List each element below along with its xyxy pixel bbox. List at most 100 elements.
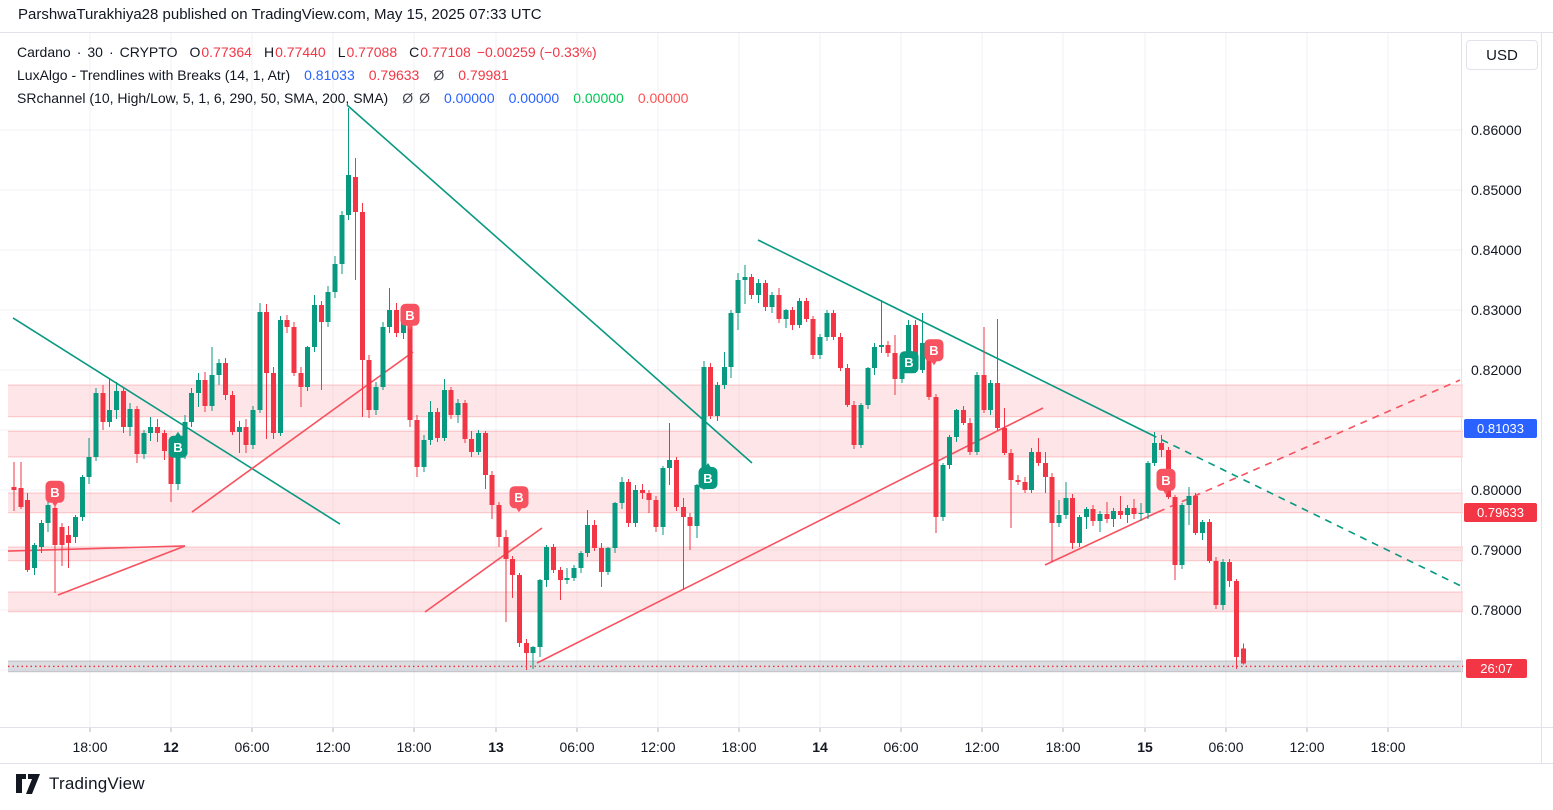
candle-body	[113, 391, 119, 411]
candle-body	[373, 386, 379, 411]
candle-body	[933, 397, 939, 517]
candle-body	[516, 575, 522, 643]
candle-body	[230, 395, 236, 432]
candle-body	[1076, 517, 1082, 543]
candle-body	[1029, 452, 1035, 490]
trendlines[interactable]	[7, 104, 1466, 664]
red-trendline[interactable]	[7, 545, 186, 552]
teal-trendline[interactable]	[346, 104, 753, 464]
candle-body	[1152, 443, 1158, 463]
interval-label[interactable]: 30	[87, 44, 103, 60]
red-trendline[interactable]	[424, 527, 543, 613]
tradingview-brand[interactable]: TradingView	[49, 774, 145, 793]
sr-zone	[8, 493, 1463, 513]
indicator-title[interactable]: SRchannel (10, High/Low, 5, 1, 6, 290, 5…	[17, 90, 389, 106]
candle-body	[1070, 497, 1076, 543]
candle-body	[332, 263, 338, 292]
price-tick-label: 0.83000	[1471, 302, 1522, 318]
candle-body	[1179, 505, 1185, 565]
candle-body	[674, 460, 680, 507]
red-trendline[interactable]	[1044, 511, 1159, 566]
candle-body	[633, 490, 639, 523]
candle-body	[626, 482, 632, 523]
candle-body	[1036, 452, 1041, 463]
candle-body	[127, 409, 133, 427]
red-trendline[interactable]	[57, 545, 186, 596]
time-tick-label: 06:00	[559, 739, 595, 755]
exchange-label[interactable]: CRYPTO	[119, 44, 178, 60]
candle-body	[639, 490, 645, 493]
header-divider	[0, 32, 1553, 33]
candle-body	[858, 404, 864, 445]
candle-body	[318, 305, 324, 322]
candle-body	[967, 422, 973, 453]
break-badge-up: B	[899, 347, 919, 374]
candle-body	[277, 320, 283, 433]
candle-body	[872, 347, 878, 369]
teal-trendline[interactable]	[757, 239, 1151, 435]
time-axis-border	[0, 763, 1553, 764]
candle-body	[585, 524, 591, 553]
candle-body	[1083, 509, 1089, 517]
candle-body	[1213, 560, 1219, 606]
candle-body	[1111, 511, 1117, 519]
badge-letter: B	[904, 355, 913, 370]
price-tick-label: 0.84000	[1471, 242, 1522, 258]
indicator-title[interactable]: LuxAlgo - Trendlines with Breaks (14, 1,…	[17, 67, 291, 83]
oslash-value: Ø	[433, 67, 445, 83]
candle-body	[141, 433, 147, 454]
red-trendline[interactable]	[191, 351, 414, 513]
close-value: C 0.77108	[409, 44, 471, 60]
candle-body	[701, 367, 707, 486]
candlestick-series[interactable]	[11, 107, 1246, 670]
candle-body	[735, 280, 741, 313]
candle-body	[1022, 482, 1028, 490]
badge-box	[924, 339, 944, 362]
candle-body	[598, 548, 604, 573]
candle-body	[537, 580, 543, 648]
candle-body	[1008, 452, 1014, 480]
symbol-name[interactable]: Cardano	[17, 44, 71, 60]
candle-body	[305, 347, 311, 387]
teal-dashed-trendline[interactable]	[1149, 433, 1466, 589]
currency-button[interactable]: USD	[1466, 40, 1538, 70]
candle-body	[271, 373, 277, 433]
candle-body	[510, 559, 516, 576]
candle-body	[824, 313, 830, 337]
candle-body	[257, 311, 263, 411]
candle-body	[1090, 509, 1096, 522]
sr-zone	[8, 592, 1463, 612]
candle-body	[749, 277, 755, 295]
candle-body	[482, 433, 488, 475]
legend-main-row: Cardano · 30 · CRYPTO O 0.77364 H 0.77440 …	[17, 44, 597, 60]
candle-body	[223, 362, 229, 396]
lower-trendline-value: 0.79633	[368, 67, 420, 83]
candle-body	[755, 283, 761, 295]
candle-body	[359, 212, 365, 360]
gray-zone	[8, 660, 1463, 673]
candle-body	[148, 427, 154, 433]
candle-body	[810, 319, 816, 355]
candle-body	[544, 547, 550, 580]
break-badge-down: B	[45, 480, 65, 507]
candle-body	[52, 508, 58, 546]
candle-body	[892, 353, 898, 379]
break-badge-up: B	[698, 463, 718, 489]
red-dashed-trendline[interactable]	[1157, 379, 1461, 513]
tradingview-logo-icon[interactable]	[16, 773, 41, 795]
open-value: O 0.77364	[189, 44, 252, 60]
badge-letter: B	[173, 440, 182, 455]
teal-trendline[interactable]	[12, 317, 341, 525]
badge-box	[509, 486, 529, 509]
candle-body	[865, 368, 871, 405]
time-tick-label: 12:00	[964, 739, 1000, 755]
candle-body	[168, 451, 174, 484]
time-tick-label: 18:00	[1045, 739, 1081, 755]
candle-body	[1056, 515, 1062, 523]
candle-body	[195, 380, 201, 393]
red-trendline[interactable]	[536, 407, 1044, 664]
time-tick-label: 18:00	[1370, 739, 1406, 755]
candle-body	[844, 368, 850, 405]
price-axis-border	[1461, 33, 1462, 727]
